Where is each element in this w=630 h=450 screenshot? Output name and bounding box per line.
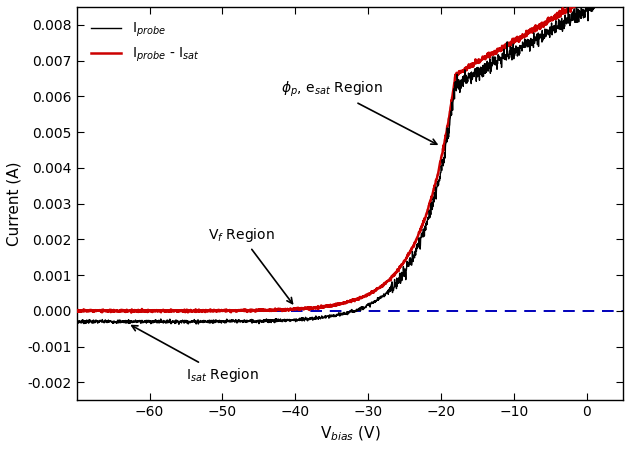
X-axis label: V$_{bias}$ (V): V$_{bias}$ (V) [319, 425, 381, 443]
Text: I$_{sat}$ Region: I$_{sat}$ Region [132, 326, 259, 384]
I$_{probe}$ - I$_{sat}$ [100, 308, 108, 314]
I$_{probe}$ [492, 62, 500, 68]
I$_{probe}$ [332, 314, 340, 319]
I$_{probe}$ - I$_{sat}$ [127, 310, 135, 315]
I$_{probe}$ - I$_{sat}$ [318, 304, 325, 309]
Legend: I$_{probe}$, I$_{probe}$ - I$_{sat}$: I$_{probe}$, I$_{probe}$ - I$_{sat}$ [84, 14, 207, 71]
I$_{probe}$ - I$_{sat}$ [73, 308, 81, 313]
I$_{probe}$ [590, 7, 597, 12]
Line: I$_{probe}$: I$_{probe}$ [77, 0, 609, 324]
Y-axis label: Current (A): Current (A) [7, 162, 22, 246]
I$_{probe}$ - I$_{sat}$ [492, 49, 500, 54]
Text: V$_f$ Region: V$_f$ Region [208, 226, 292, 304]
I$_{probe}$ [318, 314, 325, 319]
I$_{probe}$ [73, 317, 81, 323]
I$_{probe}$ [589, 6, 597, 11]
I$_{probe}$ - I$_{sat}$ [332, 303, 340, 309]
Line: I$_{probe}$ - I$_{sat}$: I$_{probe}$ - I$_{sat}$ [77, 0, 609, 313]
I$_{probe}$ [100, 319, 108, 324]
Text: $\phi_p$, e$_{sat}$ Region: $\phi_p$, e$_{sat}$ Region [281, 80, 437, 144]
I$_{probe}$ [175, 322, 183, 327]
